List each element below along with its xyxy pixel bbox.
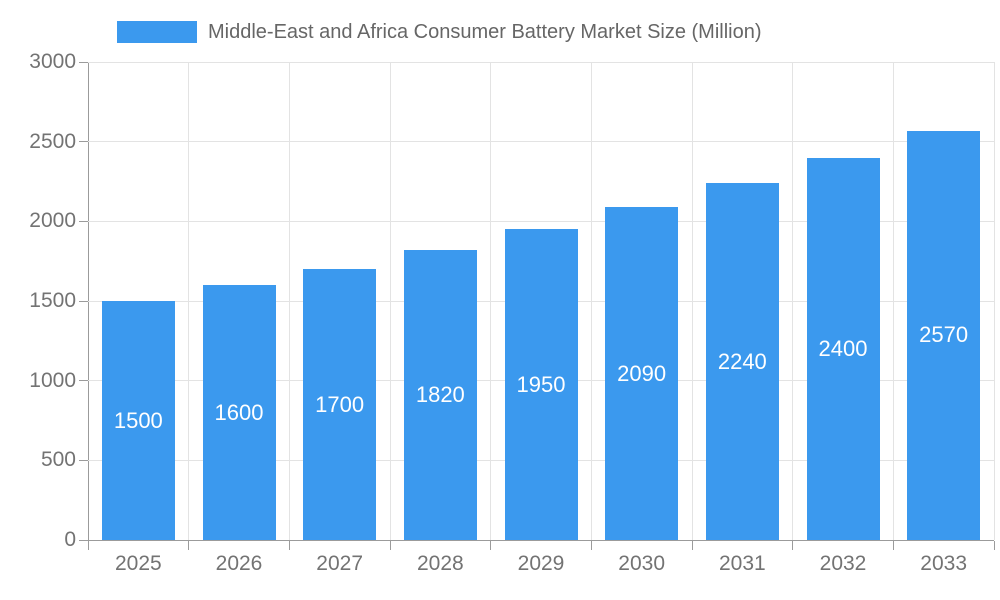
h-gridline: [88, 61, 994, 63]
x-tick-mark: [892, 541, 894, 550]
x-tick-mark: [792, 541, 794, 550]
x-tick-mark: [590, 541, 592, 550]
chart-legend: Middle-East and Africa Consumer Battery …: [117, 21, 762, 43]
bar-value-label: 1500: [113, 407, 163, 433]
legend-swatch[interactable]: [117, 21, 197, 43]
plot-area: 1500 1600 1700 1820 1950 2090 2240 2400 2570: [88, 61, 995, 540]
bar-value-label: 1820: [415, 382, 465, 407]
y-tick-label: 500: [40, 448, 76, 472]
bar[interactable]: 2240: [705, 183, 779, 540]
bar-value-label: 1700: [315, 391, 365, 417]
v-gridline: [792, 62, 794, 540]
bar-value-label: 2090: [617, 360, 667, 386]
x-tick-mark: [288, 541, 290, 550]
x-tick-mark: [993, 541, 995, 550]
bar[interactable]: 1820: [403, 250, 477, 540]
y-tick-label: 1000: [29, 368, 76, 392]
legend-label[interactable]: Middle-East and Africa Consumer Battery …: [208, 20, 762, 43]
x-tick-label: 2031: [718, 552, 766, 575]
x-tick-mark: [87, 541, 89, 550]
bar-value-label: 2570: [919, 322, 969, 348]
x-tick-label: 2029: [517, 552, 565, 575]
v-gridline: [691, 62, 693, 540]
x-tick-mark: [691, 541, 693, 550]
y-tick-mark: [79, 220, 88, 222]
x-tick-label: 2028: [416, 552, 464, 575]
x-tick-label: 2030: [618, 552, 666, 575]
y-tick-label: 2500: [29, 129, 76, 153]
y-tick-mark: [79, 539, 88, 541]
bar-value-label: 2400: [818, 335, 868, 361]
v-gridline: [892, 62, 894, 540]
x-tick-label: 2033: [920, 552, 968, 575]
y-tick-label: 2000: [29, 209, 76, 233]
x-axis-line: [88, 540, 994, 541]
y-tick-label: 1500: [29, 289, 76, 313]
bar-value-label: 1950: [516, 371, 566, 397]
y-axis-line: [88, 62, 89, 549]
bar-value-label: 2240: [717, 348, 767, 374]
v-gridline: [993, 62, 995, 540]
bar-value-label: 1600: [214, 399, 264, 425]
y-tick-mark: [79, 61, 88, 63]
v-gridline: [188, 62, 190, 540]
x-tick-mark: [188, 541, 190, 550]
bar[interactable]: 1500: [101, 301, 175, 540]
x-tick-label: 2032: [819, 552, 867, 575]
bar[interactable]: 2570: [907, 130, 981, 540]
bar[interactable]: 2090: [605, 207, 679, 540]
v-gridline: [490, 62, 492, 540]
y-tick-mark: [79, 459, 88, 461]
bar[interactable]: 1600: [202, 285, 276, 540]
bar[interactable]: 1700: [303, 269, 377, 540]
y-tick-mark: [79, 300, 88, 302]
x-tick-mark: [389, 541, 391, 550]
x-tick-label: 2027: [316, 552, 364, 575]
x-tick-label: 2026: [215, 552, 263, 575]
bar[interactable]: 1950: [504, 229, 578, 540]
bar[interactable]: 2400: [806, 157, 880, 540]
v-gridline: [288, 62, 290, 540]
x-tick-label: 2025: [114, 552, 162, 575]
x-tick-mark: [490, 541, 492, 550]
y-tick-mark: [79, 141, 88, 143]
v-gridline: [590, 62, 592, 540]
h-gridline: [88, 141, 994, 143]
h-gridline: [88, 220, 994, 222]
y-tick-label: 3000: [29, 50, 76, 74]
y-tick-label: 0: [64, 528, 76, 552]
v-gridline: [389, 62, 391, 540]
y-tick-mark: [79, 380, 88, 382]
